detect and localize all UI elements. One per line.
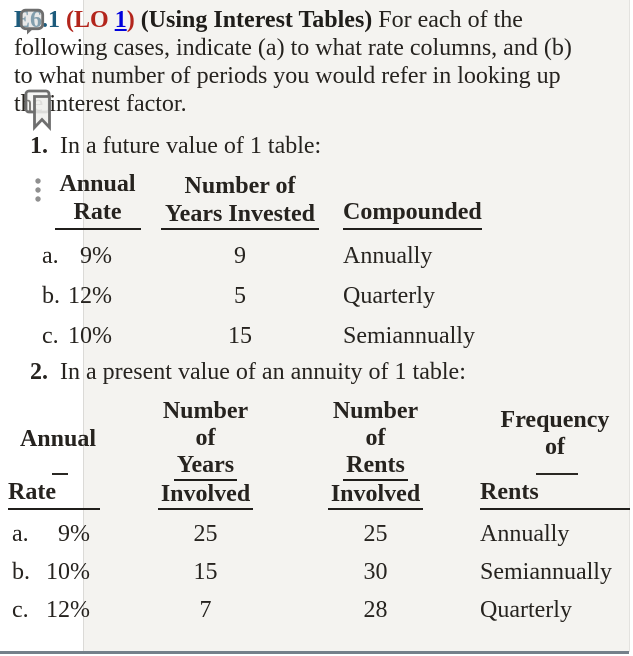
item-2-text: In a present value of an annuity of 1 ta… bbox=[60, 359, 466, 385]
table-row: a. 9% 9 Annually bbox=[40, 242, 617, 270]
rents-involved-value: 25 bbox=[363, 521, 388, 547]
rate-value: 12% bbox=[68, 283, 112, 309]
t1-header-annual-rate: Annual Rate bbox=[40, 170, 155, 230]
bottom-divider bbox=[0, 651, 629, 654]
bookmark-icon[interactable] bbox=[24, 89, 57, 134]
table-row: c. 12% 7 28 Quarterly bbox=[8, 596, 617, 624]
t2-h4-line3: Rents bbox=[480, 479, 630, 510]
t2-h2-line3: Years bbox=[173, 452, 238, 481]
table-row: a. 9% 25 25 Annually bbox=[8, 520, 617, 548]
underline-artifact bbox=[536, 473, 578, 475]
table-row: c. 10% 15 Semiannually bbox=[40, 322, 617, 350]
list-item-2: 2. In a present value of an annuity of 1… bbox=[30, 358, 617, 386]
row-letter: c. bbox=[42, 323, 59, 349]
lo-open: (LO bbox=[66, 7, 109, 33]
future-value-table: Annual Rate Number of Years Invested Com… bbox=[40, 170, 617, 350]
t2-h4-line2: of bbox=[545, 434, 565, 460]
row-letter: b. bbox=[12, 559, 30, 585]
intro-line-4: the interest factor. bbox=[14, 91, 187, 117]
t2-h3-line4: Involved bbox=[327, 481, 424, 510]
t2-header-frequency-rents: Frequency of Rents bbox=[458, 407, 630, 510]
reading-panel-background bbox=[83, 0, 630, 652]
rate-value: 10% bbox=[46, 559, 90, 585]
years-involved-value: 25 bbox=[193, 521, 218, 547]
t1-header-years-invested: Number of Years Invested bbox=[155, 172, 325, 230]
future-value-table-header: Annual Rate Number of Years Invested Com… bbox=[40, 170, 617, 230]
rate-value: 10% bbox=[68, 323, 112, 349]
intro-text-1: For each of the bbox=[378, 7, 523, 33]
t2-header-years-involved: Number of Years Involved bbox=[118, 398, 293, 510]
rate-value: 9% bbox=[80, 243, 112, 269]
row-letter: a. bbox=[42, 243, 59, 269]
table-row: b. 10% 15 30 Semiannually bbox=[8, 558, 617, 586]
comment-bubble-icon[interactable] bbox=[19, 8, 46, 39]
list-item-1: 1. In a future value of 1 table: bbox=[30, 132, 617, 160]
row-letter: c. bbox=[12, 597, 29, 623]
rents-involved-value: 30 bbox=[363, 559, 388, 585]
t1-h3: Compounded bbox=[343, 198, 482, 230]
underline-artifact bbox=[52, 473, 68, 475]
t2-h4-line1: Frequency bbox=[500, 407, 610, 433]
years-value: 15 bbox=[228, 323, 252, 349]
t2-h2-line4: Involved bbox=[157, 481, 254, 510]
item-1-number: 1. bbox=[30, 133, 48, 159]
annuity-table-header: Annual Rate Number of Years Involved Num… bbox=[8, 398, 630, 510]
exercise-intro-paragraph: E6.1 (LO 1) (Using Interest Tables) For … bbox=[14, 6, 617, 118]
t2-header-annual-rate: Annual Rate bbox=[8, 426, 108, 510]
item-2-number: 2. bbox=[30, 359, 48, 385]
t1-h2-line1: Number of bbox=[184, 173, 296, 199]
frequency-value: Quarterly bbox=[480, 597, 572, 623]
item-1-text: In a future value of 1 table: bbox=[60, 133, 322, 159]
exercise-content: E6.1 (LO 1) (Using Interest Tables) For … bbox=[8, 6, 630, 624]
present-value-annuity-table: Annual Rate Number of Years Involved Num… bbox=[8, 398, 630, 624]
compounded-value: Annually bbox=[343, 243, 433, 269]
intro-line-1: E6.1 (LO 1) (Using Interest Tables) For … bbox=[14, 6, 617, 34]
intro-line-3: to what number of periods you would refe… bbox=[14, 63, 561, 89]
years-involved-value: 7 bbox=[199, 597, 212, 623]
t2-h1-line1: Annual bbox=[19, 426, 97, 452]
years-involved-value: 15 bbox=[193, 559, 218, 585]
t2-h1-line2: Rate bbox=[8, 479, 100, 510]
t1-header-compounded: Compounded bbox=[325, 198, 617, 230]
years-value: 5 bbox=[234, 283, 246, 309]
lo-close: ) bbox=[126, 7, 135, 33]
compounded-value: Quarterly bbox=[343, 283, 435, 309]
rents-involved-value: 28 bbox=[363, 597, 388, 623]
t2-h2-line1: Number bbox=[162, 398, 249, 424]
table-row: b. 12% 5 Quarterly bbox=[40, 282, 617, 310]
frequency-value: Annually bbox=[480, 521, 570, 547]
t2-header-rents-involved: Number of Rents Involved bbox=[293, 398, 458, 510]
t2-h3-line3: Rents bbox=[343, 452, 408, 481]
t2-h2-line2: of bbox=[195, 425, 216, 451]
t1-h1-line2: Rate bbox=[54, 198, 141, 230]
t1-h1-line1: Annual bbox=[59, 171, 136, 197]
t1-h2-line2: Years Invested bbox=[161, 200, 319, 230]
t2-h3-line2: of bbox=[365, 425, 386, 451]
kebab-menu-icon[interactable] bbox=[33, 177, 43, 210]
lo-link[interactable]: 1 bbox=[114, 7, 127, 33]
rate-value: 12% bbox=[46, 597, 90, 623]
row-letter: b. bbox=[42, 283, 60, 309]
years-value: 9 bbox=[234, 243, 246, 269]
intro-line-2: following cases, indicate (a) to what ra… bbox=[14, 35, 572, 61]
rate-value: 9% bbox=[58, 521, 90, 547]
row-letter: a. bbox=[12, 521, 29, 547]
t2-h3-line1: Number bbox=[332, 398, 419, 424]
frequency-value: Semiannually bbox=[480, 559, 612, 585]
compounded-value: Semiannually bbox=[343, 323, 475, 349]
exercise-title: (Using Interest Tables) bbox=[140, 7, 373, 33]
